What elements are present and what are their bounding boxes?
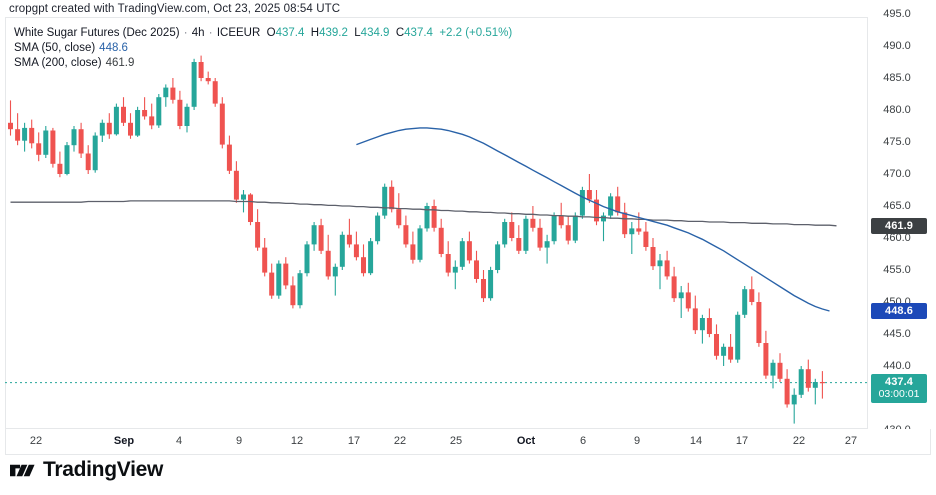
price-tick: 495.0 bbox=[883, 8, 911, 20]
legend-sma50-label: SMA (50, close) bbox=[14, 42, 96, 54]
last-price-badge[interactable]: 437.4 03:00:01 bbox=[871, 373, 927, 403]
sma50-price-badge[interactable]: 448.6 bbox=[871, 302, 927, 319]
legend-sma200-row[interactable]: SMA (200, close) 461.9 bbox=[14, 56, 512, 71]
price-tick: 465.0 bbox=[883, 200, 911, 212]
time-tick: 14 bbox=[689, 435, 703, 447]
price-tick: 475.0 bbox=[883, 136, 911, 148]
time-tick: 25 bbox=[449, 435, 463, 447]
time-tick: 22 bbox=[29, 435, 43, 447]
time-tick: 9 bbox=[235, 435, 243, 447]
legend-sma50-value: 448.6 bbox=[99, 42, 128, 54]
legend-open-value: 437.4 bbox=[275, 27, 305, 39]
time-tick: 27 bbox=[844, 435, 858, 447]
legend-close-label: C bbox=[395, 27, 405, 39]
price-tick: 455.0 bbox=[883, 264, 911, 276]
time-tick: 4 bbox=[175, 435, 183, 447]
sma50-line bbox=[356, 127, 830, 312]
legend-high-value: 439.2 bbox=[319, 27, 348, 39]
time-axis[interactable]: 22 Sep 4 9 12 17 22 25 Oct 6 9 14 17 22 27 bbox=[5, 429, 931, 455]
attribution-text: cropgpt created with TradingView.com, Oc… bbox=[9, 3, 341, 15]
sma200-price-badge[interactable]: 461.9 bbox=[871, 217, 927, 234]
legend-symbol[interactable]: White Sugar Futures (Dec 2025) bbox=[14, 27, 180, 39]
badge-value: 437.4 bbox=[884, 375, 914, 388]
tradingview-logo-icon bbox=[10, 464, 35, 476]
price-axis[interactable]: 495.0 490.0 485.0 480.0 475.0 470.0 465.0 460.0… bbox=[867, 8, 931, 436]
price-tick: 485.0 bbox=[883, 72, 911, 84]
time-tick: 12 bbox=[290, 435, 304, 447]
candlestick-plot bbox=[5, 55, 867, 424]
time-tick: Sep bbox=[113, 435, 135, 447]
badge-countdown: 03:00:01 bbox=[878, 387, 920, 400]
price-tick: 440.0 bbox=[883, 360, 911, 372]
legend-sma50-row[interactable]: SMA (50, close) 448.6 bbox=[14, 41, 512, 56]
time-tick: Oct bbox=[516, 435, 536, 447]
price-tick: 445.0 bbox=[883, 328, 911, 340]
legend-high-label: H bbox=[310, 27, 320, 39]
chart-legend: White Sugar Futures (Dec 2025) · 4h · IC… bbox=[14, 26, 512, 71]
legend-close-value: 437.4 bbox=[404, 27, 433, 39]
legend-interval[interactable]: 4h bbox=[191, 27, 205, 39]
price-tick: 480.0 bbox=[883, 104, 911, 116]
legend-sma200-label: SMA (200, close) bbox=[14, 57, 102, 69]
tradingview-wordmark: TradingView bbox=[43, 458, 164, 481]
price-tick: 490.0 bbox=[883, 40, 911, 52]
time-tick: 22 bbox=[393, 435, 407, 447]
legend-symbol-row[interactable]: White Sugar Futures (Dec 2025) · 4h · IC… bbox=[14, 27, 513, 39]
badge-value: 461.9 bbox=[884, 219, 914, 232]
legend-change-value: +2.2 (+0.51%) bbox=[439, 27, 513, 39]
plot-area[interactable] bbox=[5, 17, 867, 429]
legend-open-label: O bbox=[266, 27, 276, 39]
price-tick: 460.0 bbox=[883, 232, 911, 244]
legend-sma200-value: 461.9 bbox=[105, 57, 135, 69]
badge-value: 448.6 bbox=[884, 304, 914, 317]
sma200-line bbox=[10, 200, 837, 227]
legend-low-label: L bbox=[354, 27, 361, 39]
time-tick: 6 bbox=[579, 435, 587, 447]
legend-low-value: 434.9 bbox=[360, 27, 390, 39]
legend-exchange: ICEEUR bbox=[216, 27, 261, 39]
time-tick: 22 bbox=[792, 435, 806, 447]
price-tick: 470.0 bbox=[883, 168, 911, 180]
time-tick: 17 bbox=[347, 435, 361, 447]
tradingview-footer: TradingView bbox=[10, 458, 163, 482]
chart-panel[interactable] bbox=[5, 17, 931, 429]
candle-series bbox=[8, 55, 825, 424]
time-tick: 17 bbox=[735, 435, 749, 447]
time-tick: 9 bbox=[633, 435, 641, 447]
